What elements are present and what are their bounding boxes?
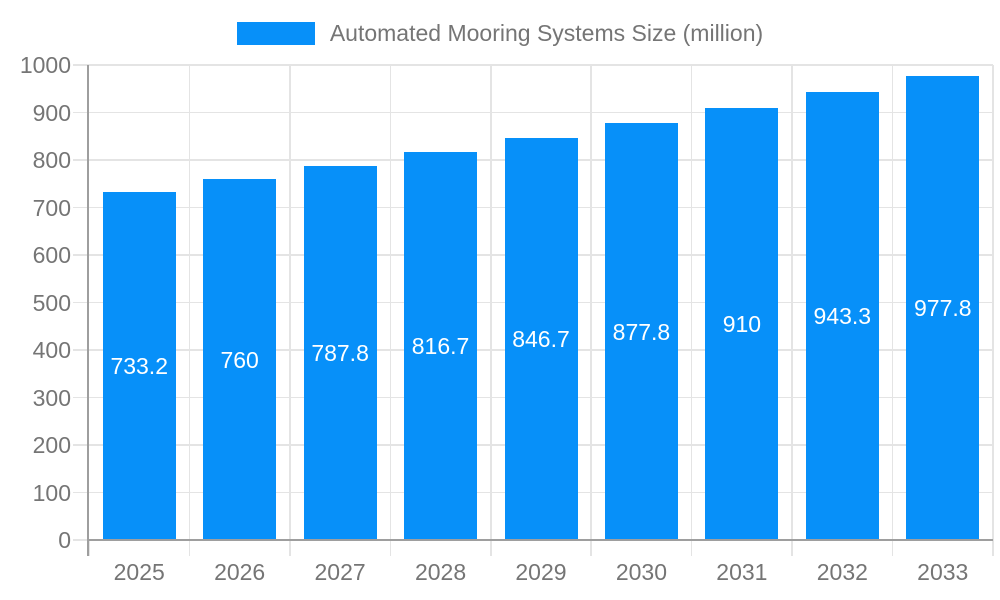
- x-gridline: [891, 65, 894, 540]
- y-axis-tick-label: 500: [32, 289, 71, 316]
- x-gridline: [490, 65, 492, 540]
- x-axis-tick: [690, 540, 693, 556]
- y-axis-tick: [73, 539, 89, 541]
- x-axis-tick: [389, 540, 392, 556]
- bar-value-label: 977.8: [913, 294, 972, 321]
- y-axis-tick-label: 800: [32, 147, 71, 173]
- y-axis-tick-label: 900: [32, 99, 71, 126]
- x-axis-tick: [490, 540, 492, 556]
- y-axis-tick-label: 200: [32, 432, 71, 458]
- y-axis-tick-label: 1000: [19, 52, 71, 78]
- y-axis-tick-label: 0: [58, 527, 71, 553]
- x-gridline: [992, 65, 994, 540]
- bar: [203, 179, 277, 540]
- x-axis-tick: [791, 540, 793, 556]
- x-axis-tick: [891, 540, 894, 556]
- bar-value-label: 846.7: [512, 325, 570, 352]
- y-gridline: [89, 111, 993, 114]
- bar: [805, 91, 879, 540]
- bar: [303, 165, 377, 540]
- x-axis-tick-label: 2025: [113, 559, 165, 585]
- y-axis-tick: [73, 301, 89, 304]
- x-axis-tick: [992, 540, 994, 556]
- x-axis-tick-label: 2031: [716, 559, 768, 585]
- bar: [404, 152, 478, 540]
- x-gridline: [289, 65, 291, 540]
- y-gridline: [89, 64, 993, 66]
- bar-value-label: 760: [220, 346, 259, 373]
- bar: [604, 123, 678, 540]
- y-axis-tick: [73, 254, 89, 256]
- x-axis-tick-label: 2029: [515, 559, 567, 585]
- bar-value-label: 816.7: [411, 333, 470, 360]
- chart-legend: Automated Mooring Systems Size (million): [0, 20, 1000, 46]
- y-axis-tick: [73, 159, 89, 161]
- x-gridline: [389, 65, 392, 540]
- bar: [504, 137, 578, 540]
- bar-value-label: 910: [722, 310, 762, 337]
- bar-value-label: 877.8: [612, 318, 671, 345]
- bar-value-label: 787.8: [311, 339, 369, 366]
- x-axis-tick-label: 2030: [615, 559, 668, 585]
- legend-series-label: Automated Mooring Systems Size (million): [329, 19, 764, 46]
- y-axis-tick-label: 100: [32, 479, 71, 506]
- y-axis-tick: [73, 396, 89, 399]
- x-axis-tick: [289, 540, 291, 556]
- bar: [705, 107, 779, 540]
- y-axis-tick-label: 700: [32, 194, 71, 221]
- x-axis-tick-label: 2027: [314, 559, 366, 585]
- x-gridline: [590, 65, 592, 540]
- x-gridline: [188, 65, 191, 540]
- bar: [906, 75, 980, 540]
- bar-value-label: 943.3: [813, 302, 872, 329]
- x-axis-tick-label: 2028: [414, 559, 467, 585]
- y-axis-tick-label: 400: [32, 337, 71, 363]
- x-axis-line: [89, 539, 993, 541]
- bar: [102, 191, 176, 540]
- x-axis-tick-label: 2033: [917, 559, 969, 585]
- y-axis-line: [87, 65, 89, 556]
- x-axis-tick: [590, 540, 592, 556]
- x-gridline: [690, 65, 693, 540]
- y-axis-tick: [73, 444, 89, 446]
- x-gridline: [791, 65, 793, 540]
- x-axis-tick: [188, 540, 191, 556]
- y-axis-tick-label: 300: [32, 384, 71, 411]
- bar-value-label: 733.2: [110, 352, 168, 379]
- x-axis-tick-label: 2026: [214, 559, 266, 585]
- x-axis-tick-label: 2032: [816, 559, 868, 585]
- x-axis-tick: [88, 540, 90, 556]
- y-axis-tick: [73, 206, 89, 209]
- y-axis-tick: [73, 349, 89, 351]
- y-axis-tick: [73, 111, 89, 114]
- y-axis-tick: [73, 491, 89, 494]
- legend-swatch-icon: [236, 21, 315, 45]
- y-axis-tick: [73, 64, 89, 66]
- y-axis-tick-label: 600: [32, 242, 71, 268]
